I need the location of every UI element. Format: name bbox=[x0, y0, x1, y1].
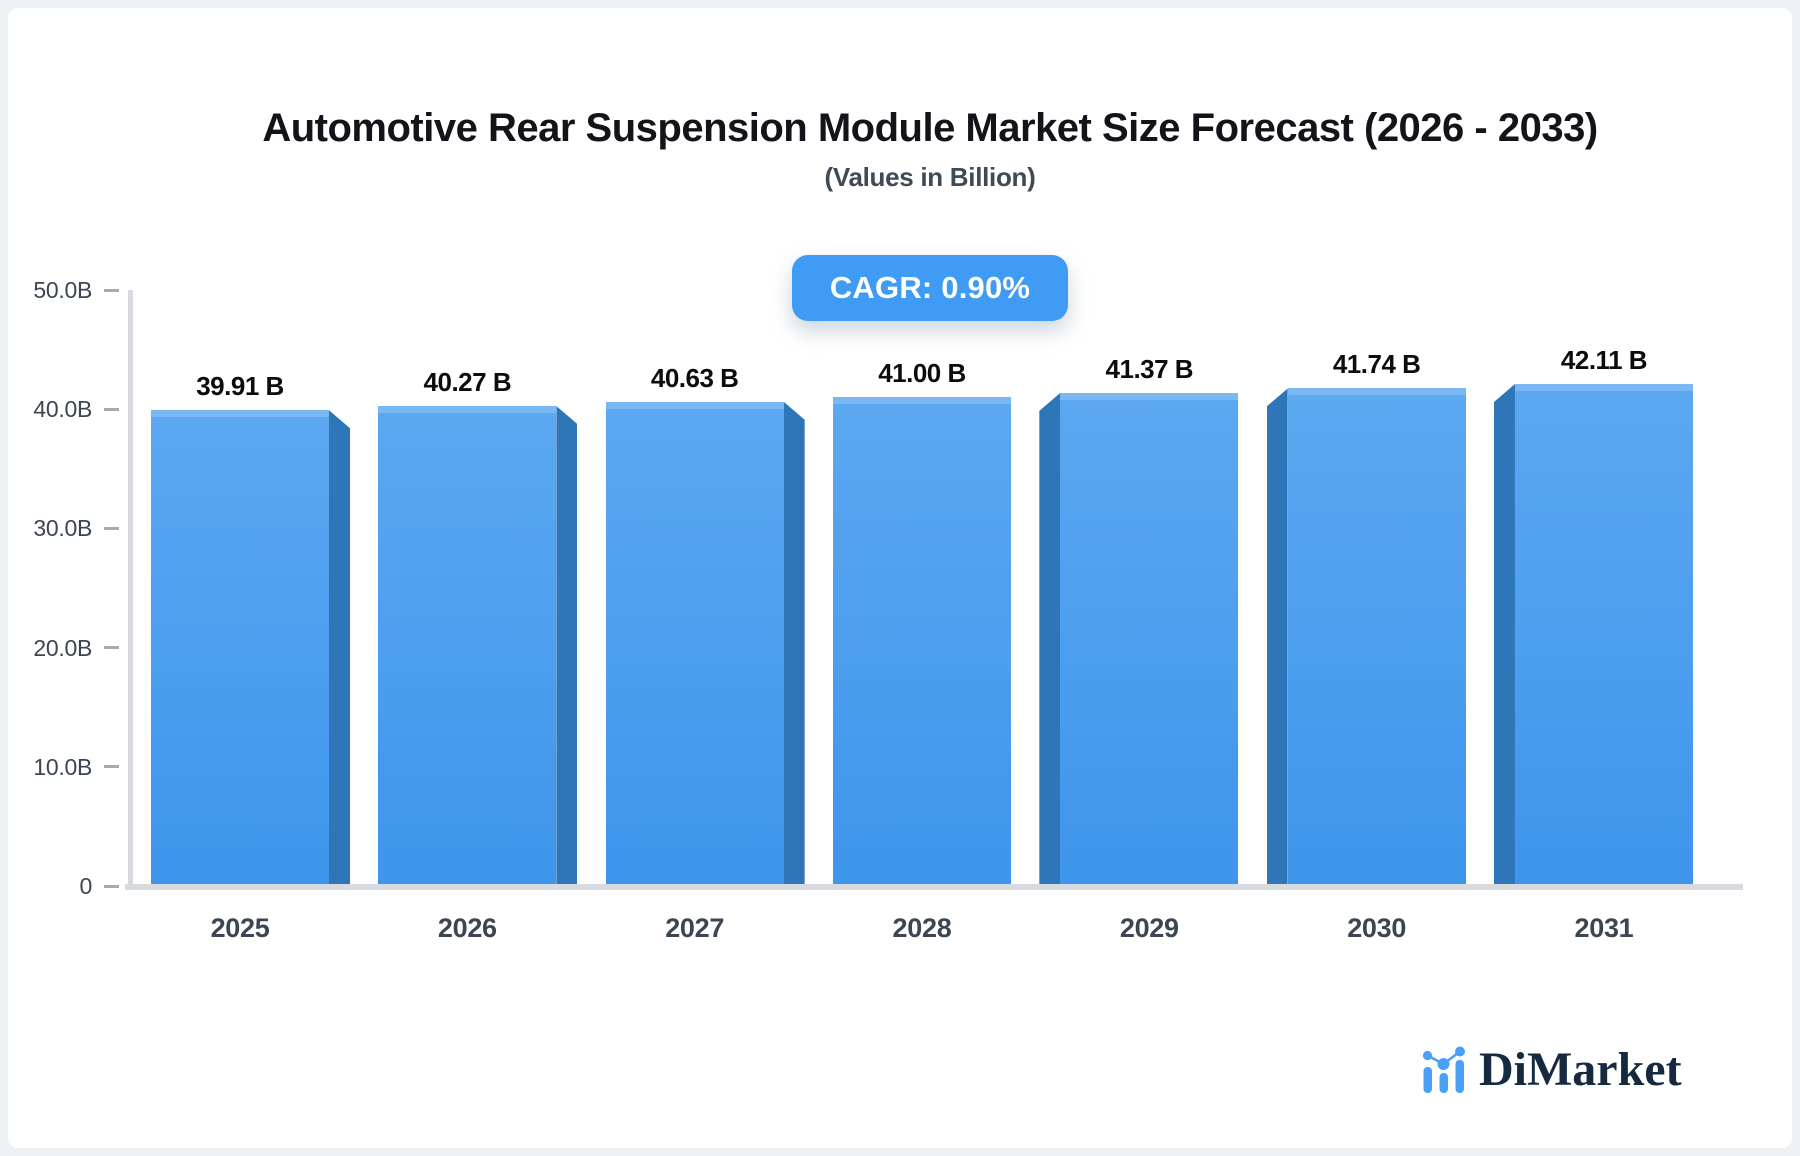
y-axis-tick-label: 40.0B bbox=[33, 396, 92, 423]
x-axis-category-label: 2026 bbox=[437, 913, 497, 943]
bar-3d-side bbox=[1266, 388, 1288, 886]
bar-value-label: 40.27 B bbox=[423, 366, 512, 397]
bar-value-label: 40.63 B bbox=[650, 362, 739, 393]
chart-title: Automotive Rear Suspension Module Market… bbox=[262, 106, 1598, 150]
bar-top-highlight bbox=[605, 401, 784, 409]
x-axis-category-label: 2030 bbox=[1347, 913, 1407, 943]
bar-value-label: 42.11 B bbox=[1560, 345, 1648, 376]
bar bbox=[1514, 384, 1693, 886]
bar-top-highlight bbox=[1514, 384, 1693, 392]
y-axis-tick-mark bbox=[104, 765, 119, 769]
y-axis-tick-label: 50.0B bbox=[33, 277, 92, 303]
y-axis-line bbox=[128, 290, 133, 884]
y-axis-tick-label: 30.0B bbox=[33, 515, 92, 542]
cagr-badge-label: CAGR: 0.90% bbox=[829, 270, 1031, 305]
y-axis-tick-mark bbox=[104, 288, 119, 292]
y-axis-tick-label: 20.0B bbox=[33, 634, 92, 661]
y-axis-tick-mark bbox=[104, 884, 119, 888]
chart-subtitle: (Values in Billion) bbox=[824, 162, 1036, 192]
bar bbox=[1287, 388, 1466, 886]
y-axis-tick-mark bbox=[104, 407, 119, 411]
bar-3d-side bbox=[1039, 392, 1061, 886]
bar-3d-side bbox=[329, 410, 350, 886]
x-axis-category-label: 2029 bbox=[1119, 913, 1179, 943]
bar-3d-side bbox=[783, 401, 805, 886]
bar bbox=[1060, 392, 1239, 886]
bar-value-label: 41.00 B bbox=[878, 358, 966, 389]
y-axis-tick-label: 0 bbox=[79, 873, 93, 899]
bar-top-highlight bbox=[151, 410, 329, 418]
x-axis-category-label: 2027 bbox=[665, 913, 725, 943]
y-axis-tick-label: 10.0B bbox=[33, 753, 92, 780]
bar-top-highlight bbox=[1060, 392, 1239, 400]
brand-name: DiMarket bbox=[1479, 1042, 1682, 1096]
x-axis-category-label: 2025 bbox=[210, 913, 270, 943]
bar-3d-side bbox=[556, 405, 578, 886]
bar bbox=[151, 410, 329, 886]
bar-top-highlight bbox=[1287, 388, 1466, 396]
bar-3d-side bbox=[1493, 384, 1515, 886]
y-axis-tick-mark bbox=[104, 646, 119, 650]
bar bbox=[605, 401, 784, 886]
bar-top-highlight bbox=[832, 397, 1011, 405]
cagr-badge: CAGR: 0.90% bbox=[792, 255, 1068, 321]
y-axis-tick-mark bbox=[104, 526, 119, 530]
x-axis-baseline bbox=[125, 884, 1743, 890]
bar-chart-trend-icon bbox=[1422, 1044, 1466, 1094]
bar-value-label: 41.37 B bbox=[1105, 353, 1194, 384]
bar-top-highlight bbox=[378, 405, 557, 413]
bar bbox=[832, 397, 1011, 886]
bar-value-label: 39.91 B bbox=[196, 371, 284, 402]
bar bbox=[378, 405, 557, 886]
x-axis-category-label: 2028 bbox=[892, 913, 952, 943]
x-axis-category-label: 2031 bbox=[1574, 913, 1634, 943]
bar-value-label: 41.74 B bbox=[1332, 349, 1421, 380]
brand-logo: DiMarket bbox=[1422, 1040, 1682, 1098]
